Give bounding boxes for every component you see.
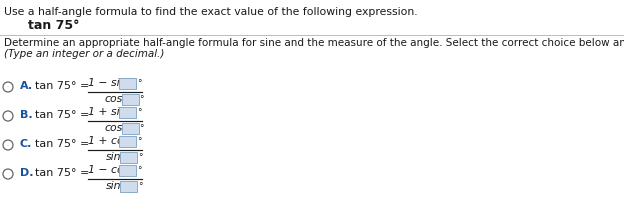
Text: Determine an appropriate half-angle formula for sine and the measure of the angl: Determine an appropriate half-angle form…: [4, 38, 624, 48]
Text: cos: cos: [104, 123, 123, 133]
FancyBboxPatch shape: [120, 181, 137, 192]
Text: 1 − sin: 1 − sin: [88, 78, 127, 88]
FancyBboxPatch shape: [119, 136, 136, 147]
Text: A.: A.: [20, 81, 33, 91]
Text: tan 75°: tan 75°: [28, 19, 79, 32]
FancyBboxPatch shape: [122, 123, 139, 134]
Text: °: °: [137, 137, 142, 146]
Text: C.: C.: [20, 139, 32, 149]
Text: B.: B.: [20, 110, 32, 120]
Text: tan 75° =: tan 75° =: [35, 81, 89, 91]
Text: 1 + cos: 1 + cos: [88, 136, 129, 146]
Text: D.: D.: [20, 168, 34, 178]
Text: °: °: [140, 124, 144, 133]
Text: °: °: [137, 166, 142, 175]
Text: tan 75° =: tan 75° =: [35, 168, 89, 178]
Text: Use a half-angle formula to find the exact value of the following expression.: Use a half-angle formula to find the exa…: [4, 7, 417, 17]
Text: °: °: [140, 95, 144, 104]
Text: 1 − cos: 1 − cos: [88, 165, 129, 175]
Text: tan 75° =: tan 75° =: [35, 139, 89, 149]
Text: sin: sin: [106, 181, 122, 191]
FancyBboxPatch shape: [119, 78, 136, 89]
FancyBboxPatch shape: [119, 165, 136, 176]
Text: 1 + sin: 1 + sin: [88, 107, 127, 117]
Text: (Type an integer or a decimal.): (Type an integer or a decimal.): [4, 49, 164, 59]
Text: sin: sin: [106, 152, 122, 162]
FancyBboxPatch shape: [119, 107, 136, 118]
Text: °: °: [138, 153, 142, 162]
Text: °: °: [137, 108, 142, 117]
Text: °: °: [138, 182, 142, 191]
Text: °: °: [137, 79, 142, 88]
Text: cos: cos: [104, 94, 123, 104]
FancyBboxPatch shape: [120, 152, 137, 163]
Text: tan 75° =: tan 75° =: [35, 110, 89, 120]
FancyBboxPatch shape: [122, 94, 139, 105]
